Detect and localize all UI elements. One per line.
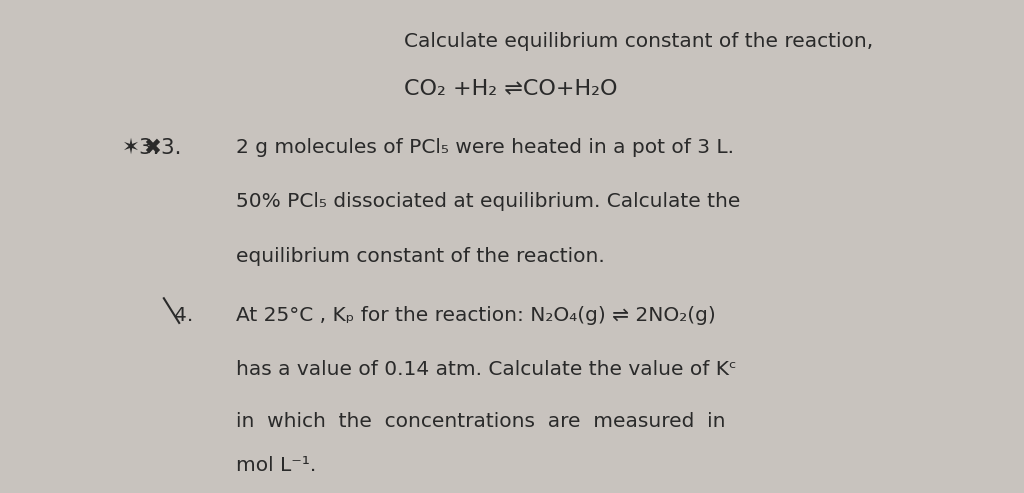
Text: CO₂ +H₂ ⇌CO+H₂O: CO₂ +H₂ ⇌CO+H₂O bbox=[404, 79, 617, 99]
Text: 50% PCl₅ dissociated at equilibrium. Calculate the: 50% PCl₅ dissociated at equilibrium. Cal… bbox=[236, 192, 740, 211]
Text: 2 g molecules of PCl₅ were heated in a pot of 3 L.: 2 g molecules of PCl₅ were heated in a p… bbox=[236, 138, 733, 157]
Text: ✖3.: ✖3. bbox=[143, 138, 182, 158]
Text: mol L⁻¹.: mol L⁻¹. bbox=[236, 456, 315, 475]
Text: ✶3.: ✶3. bbox=[121, 138, 160, 158]
Text: equilibrium constant of the reaction.: equilibrium constant of the reaction. bbox=[236, 246, 604, 266]
Text: has a value of 0.14 atm. Calculate the value of Kᶜ: has a value of 0.14 atm. Calculate the v… bbox=[236, 360, 736, 379]
Text: Calculate equilibrium constant of the reaction,: Calculate equilibrium constant of the re… bbox=[404, 32, 873, 51]
Text: 4.: 4. bbox=[174, 306, 194, 325]
Text: At 25°C , Kₚ for the reaction: N₂O₄(g) ⇌ 2NO₂(g): At 25°C , Kₚ for the reaction: N₂O₄(g) ⇌… bbox=[236, 306, 716, 325]
Text: in  which  the  concentrations  are  measured  in: in which the concentrations are measured… bbox=[236, 412, 725, 431]
